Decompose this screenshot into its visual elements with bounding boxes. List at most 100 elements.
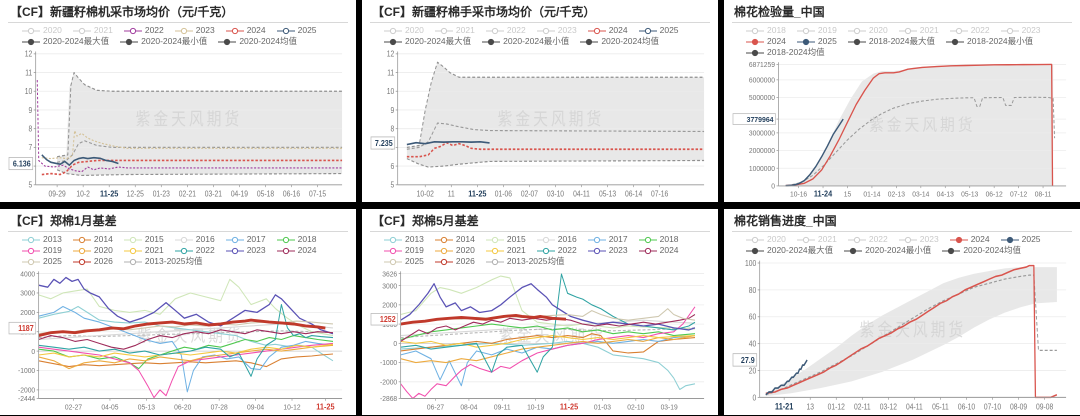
legend-item-2018[interactable]: 2018 [638,234,679,245]
legend-item-2025[interactable]: 2025 [638,25,679,36]
legend-label: 2016 [195,234,215,244]
legend-item-2020[interactable]: 2020 [847,25,888,36]
svg-text:01-12: 01-12 [828,402,845,412]
svg-text:3000: 3000 [20,289,35,297]
legend-item-2020-2024最小值[interactable]: 2020-2024最小值 [482,36,569,47]
svg-text:6000000: 6000000 [749,77,775,84]
chart-legend: 2013 2014 2015 2016 2017 2018 2019 2020 2021 2022… [370,232,710,268]
legend-series-marker-icon [638,27,657,34]
legend-item-2021[interactable]: 2021 [434,25,475,36]
legend-item-2023[interactable]: 2023 [1000,25,1041,36]
legend-item-2020[interactable]: 2020 [434,245,475,256]
legend-item-2020[interactable]: 2020 [22,25,62,36]
legend-item-2019[interactable]: 2019 [384,245,424,256]
legend-item-2020-2024最大值[interactable]: 2020-2024最大值 [746,245,833,256]
legend-item-2015[interactable]: 2015 [123,234,164,245]
legend-item-2021[interactable]: 2021 [72,25,113,36]
legend-item-2022[interactable]: 2022 [949,25,990,36]
svg-text:10-02: 10-02 [417,189,434,199]
legend-item-2024[interactable]: 2024 [746,36,786,47]
legend-item-2016[interactable]: 2016 [536,234,577,245]
legend-item-2021[interactable]: 2021 [796,234,837,245]
legend-item-2016[interactable]: 2016 [174,234,215,245]
legend-item-2020-2024最小值[interactable]: 2020-2024最小值 [844,245,931,256]
chart-plot-area: 紫金天风期货5678910111209-2910-211-2512-2501-2… [8,48,348,200]
legend-item-2018[interactable]: 2018 [746,25,786,36]
legend-item-2020[interactable]: 2020 [72,245,113,256]
legend-item-2020-2024均值[interactable]: 2020-2024均值 [942,245,1021,256]
legend-series-marker-icon [942,247,961,254]
legend-item-2021[interactable]: 2021 [485,245,526,256]
legend-label: 2020-2024最大值 [43,36,110,46]
legend-item-2013-2025均值[interactable]: 2013-2025均值 [123,256,203,267]
legend-item-2013[interactable]: 2013 [22,234,62,245]
legend-item-2013[interactable]: 2013 [384,234,424,245]
legend-item-2018-2024最小值[interactable]: 2018-2024最小值 [946,36,1033,47]
legend-item-2023[interactable]: 2023 [174,25,215,36]
legend-item-2023[interactable]: 2023 [587,245,628,256]
legend-series-marker-icon [536,27,555,34]
legend-item-2017[interactable]: 2017 [587,234,628,245]
legend-series-marker-icon [485,258,504,265]
legend-series-marker-icon [22,247,40,254]
legend-item-2022[interactable]: 2022 [536,245,577,256]
legend-item-2020-2024最小值[interactable]: 2020-2024最小值 [120,36,207,47]
legend-item-2021[interactable]: 2021 [898,25,939,36]
legend-item-2025[interactable]: 2025 [796,36,837,47]
svg-text:1000000: 1000000 [749,166,775,173]
legend-item-2023[interactable]: 2023 [225,245,266,256]
legend-item-2025[interactable]: 2025 [1000,234,1041,245]
legend-item-2024[interactable]: 2024 [587,25,628,36]
legend-item-2022[interactable]: 2022 [123,25,164,36]
legend-item-2020-2024均值[interactable]: 2020-2024均值 [580,36,659,47]
svg-text:5: 5 [390,180,394,190]
legend-item-2018-2024均值[interactable]: 2018-2024均值 [746,47,825,58]
legend-item-2020-2024均值[interactable]: 2020-2024均值 [218,36,297,47]
legend-item-2019[interactable]: 2019 [22,245,62,256]
legend-item-2020[interactable]: 2020 [746,234,786,245]
legend-item-2025[interactable]: 2025 [276,25,317,36]
legend-series-marker-icon [847,236,866,243]
legend-label: 2021 [455,25,475,35]
legend-item-2025[interactable]: 2025 [384,256,424,267]
svg-text:-1000: -1000 [18,367,35,375]
legend-series-marker-icon [434,247,453,254]
legend-item-2022[interactable]: 2022 [174,245,215,256]
legend-label: 2023 [246,245,266,255]
legend-item-2024[interactable]: 2024 [638,245,679,256]
svg-text:02-21: 02-21 [179,189,196,199]
svg-text:11: 11 [448,189,455,199]
legend-item-2020-2024最大值[interactable]: 2020-2024最大值 [22,36,109,47]
chart-title: 【CF】新疆籽棉手采市场均价（元/千克） [370,4,710,23]
legend-item-2014[interactable]: 2014 [72,234,113,245]
legend-item-2021[interactable]: 2021 [123,245,164,256]
panel-jan-basis: 【CF】郑棉1月基差 2013 2014 2015 2016 2017 2018 2019 2… [0,209,356,415]
legend-item-2018-2024最大值[interactable]: 2018-2024最大值 [847,36,935,47]
legend-item-2022[interactable]: 2022 [485,25,526,36]
svg-text:06-10: 06-10 [958,402,975,412]
legend-item-2018[interactable]: 2018 [276,234,317,245]
legend-item-2019[interactable]: 2019 [796,25,837,36]
legend-item-2024[interactable]: 2024 [276,245,317,256]
svg-text:10: 10 [387,87,394,97]
legend-item-2020[interactable]: 2020 [384,25,424,36]
legend-item-2022[interactable]: 2022 [847,234,888,245]
cotton-sales-progress-china-chart: 紫金天风期货 0 20 40 60 80 100 11-21 13 01-12 02-11 03-12… [732,258,1067,412]
legend-item-2020-2024最大值[interactable]: 2020-2024最大值 [384,36,471,47]
legend-item-2026[interactable]: 2026 [72,256,113,267]
legend-item-2023[interactable]: 2023 [898,234,939,245]
svg-text:04-11: 04-11 [906,402,923,412]
legend-item-2015[interactable]: 2015 [485,234,526,245]
legend-item-2017[interactable]: 2017 [225,234,266,245]
legend-item-2023[interactable]: 2023 [536,25,577,36]
series-2016 [400,319,695,337]
legend-item-2013-2025均值[interactable]: 2013-2025均值 [485,256,565,267]
legend-item-2024[interactable]: 2024 [949,234,990,245]
legend-item-2024[interactable]: 2024 [225,25,266,36]
legend-item-2014[interactable]: 2014 [434,234,475,245]
series-2020 [38,344,334,370]
legend-series-marker-icon [796,38,815,45]
legend-item-2025[interactable]: 2025 [22,256,62,267]
legend-item-2026[interactable]: 2026 [434,256,475,267]
svg-text:3779964: 3779964 [747,115,774,124]
